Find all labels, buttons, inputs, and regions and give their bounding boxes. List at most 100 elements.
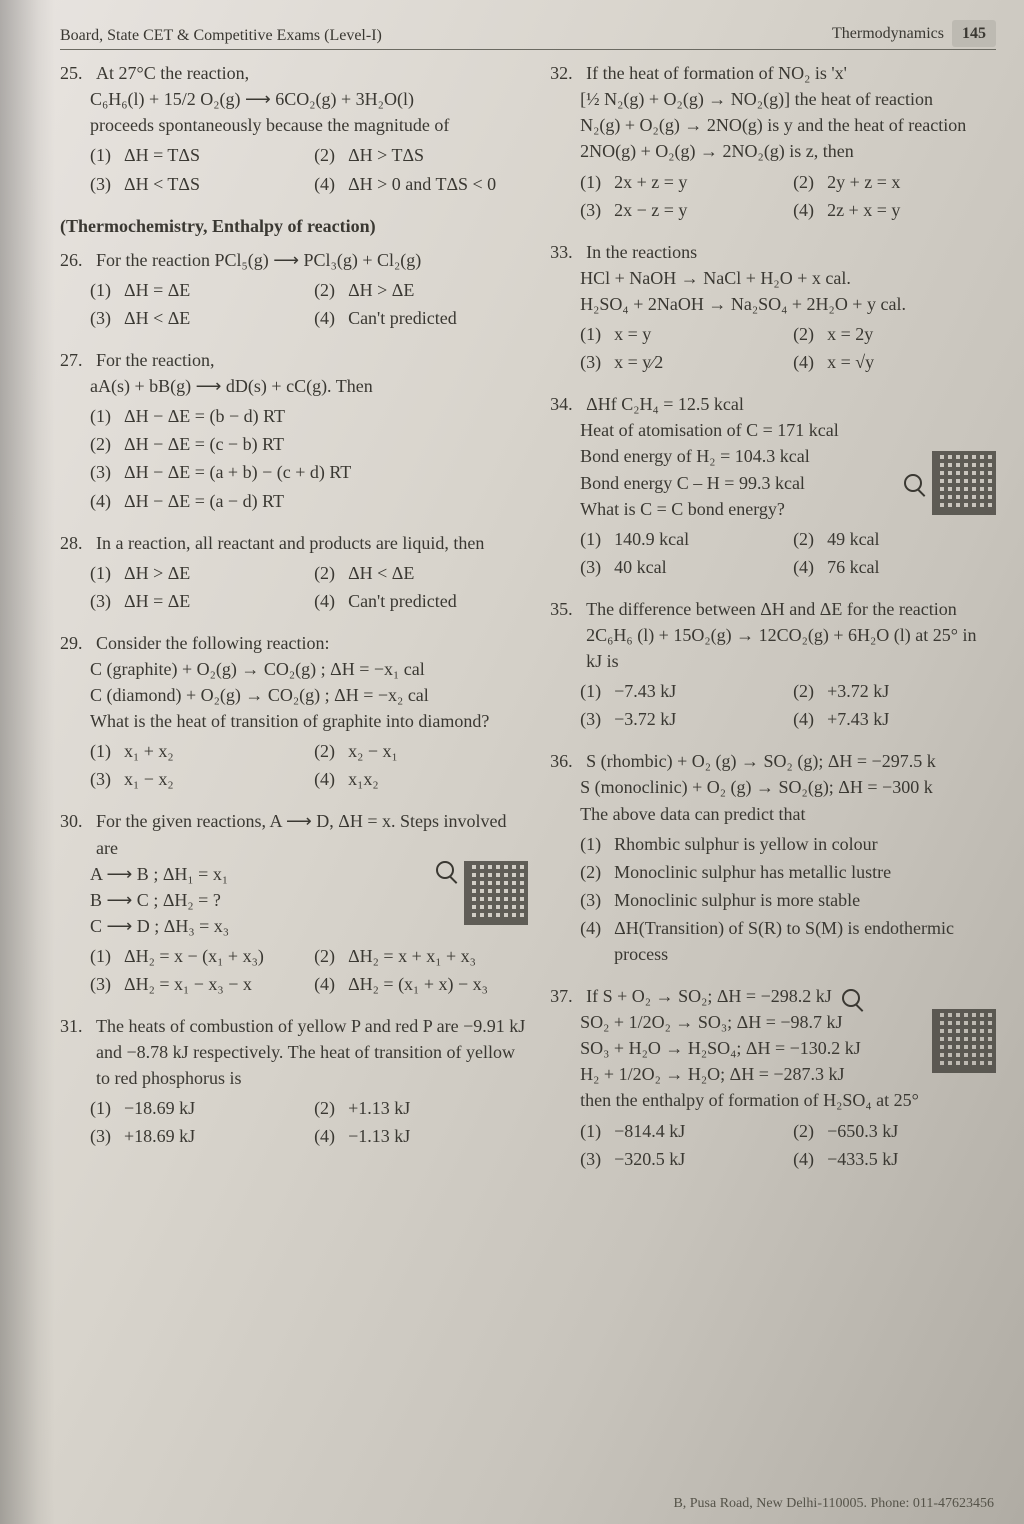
question-27: 27. For the reaction, aA(s) + bB(g) ⟶ dD… <box>60 347 528 514</box>
q-eq-1: HCl + NaOH → NaCl + H₂O + x cal. <box>550 265 996 291</box>
q-stem: At 27°C the reaction, <box>96 60 528 86</box>
q-line-5: then the enthalpy of formation of H₂SO₄ … <box>550 1087 996 1113</box>
q-num: 31. <box>60 1013 88 1091</box>
q-stem-2: What is the heat of transition of graphi… <box>60 708 528 734</box>
opt-3: ΔH − ΔE = (a + b) − (c + d) RT <box>124 459 351 485</box>
opt-2: ΔH₂ = x + x₁ + x₃ <box>348 943 476 969</box>
q-num: 32. <box>550 60 578 86</box>
q-stem: The heats of combustion of yellow P and … <box>96 1013 528 1091</box>
q-eq-2: C (diamond) + O₂(g) → CO₂(g) ; ΔH = −x₂ … <box>60 682 528 708</box>
page-footer: B, Pusa Road, New Delhi-110005. Phone: 0… <box>250 1494 994 1514</box>
opt-3: ΔH = ΔE <box>124 588 190 614</box>
opt-4: ΔH − ΔE = (a − d) RT <box>124 488 284 514</box>
q-step-2: B ⟶ C ; ΔH₂ = ? <box>90 887 436 913</box>
q-step-3: C ⟶ D ; ΔH₃ = x₃ <box>90 913 436 939</box>
qr-code-icon <box>932 451 996 515</box>
q-num: 25. <box>60 60 88 86</box>
qr-code-icon <box>932 1009 996 1073</box>
q-stem: For the reaction, <box>96 347 528 373</box>
q-line-5: What is C = C bond energy? <box>580 496 904 522</box>
opt-4: 76 kcal <box>827 554 879 580</box>
opt-3: ΔH < ΔE <box>124 305 190 331</box>
q-num: 33. <box>550 239 578 265</box>
opt-4: Can't predicted <box>348 588 457 614</box>
q-eq-2: SO₂ + 1/2O₂ → SO₃; ΔH = −98.7 kJ <box>580 1009 922 1035</box>
q-num: 37. <box>550 983 578 1009</box>
chapter-name: Thermodynamics <box>832 22 944 45</box>
q-num: 36. <box>550 748 578 774</box>
q-eq-2: H₂SO₄ + 2NaOH → Na₂SO₄ + 2H₂O + y cal. <box>550 291 996 317</box>
opt-1: −18.69 kJ <box>124 1095 195 1121</box>
opt-3: ΔH₂ = x₁ − x₃ − x <box>124 971 252 997</box>
opt-2: 2y + z = x <box>827 169 900 195</box>
q-num: 26. <box>60 247 88 273</box>
opt-4: ΔH > 0 and TΔS < 0 <box>348 171 496 197</box>
q-num: 28. <box>60 530 88 556</box>
q-line-3: The above data can predict that <box>550 801 996 827</box>
page-number: 145 <box>952 20 996 47</box>
q-step-1: A ⟶ B ; ΔH₁ = x₁ <box>90 861 436 887</box>
opt-3: −320.5 kJ <box>614 1146 685 1172</box>
q-stem: If S + O₂ → SO₂; ΔH = −298.2 kJ <box>586 986 832 1006</box>
q-line-2: Heat of atomisation of C = 171 kcal <box>550 417 996 443</box>
question-34: 34. ΔHf C₂H₄ = 12.5 kcal Heat of atomisa… <box>550 391 996 580</box>
opt-4: ΔH(Transition) of S(R) to S(M) is endoth… <box>614 915 996 967</box>
q-equation: C₆H₆(l) + 15/2 O₂(g) ⟶ 6CO₂(g) + 3H₂O(l) <box>60 86 528 112</box>
q-stem: If the heat of formation of NO₂ is 'x' <box>586 60 996 86</box>
question-26: 26. For the reaction PCl₅(g) ⟶ PCl₃(g) +… <box>60 247 528 331</box>
question-33: 33. In the reactions HCl + NaOH → NaCl +… <box>550 239 996 375</box>
section-heading: (Thermochemistry, Enthalpy of reaction) <box>60 213 528 239</box>
opt-4: −1.13 kJ <box>348 1123 410 1149</box>
opt-3: x = y⁄2 <box>614 349 663 375</box>
magnifier-icon <box>842 989 860 1007</box>
q-eq-3: SO₃ + H₂O → H₂SO₄; ΔH = −130.2 kJ <box>580 1035 922 1061</box>
q-num: 27. <box>60 347 88 373</box>
opt-3: x₁ − x₂ <box>124 766 174 792</box>
opt-1: ΔH − ΔE = (b − d) RT <box>124 403 285 429</box>
q-eq-4: H₂ + 1/2O₂ → H₂O; ΔH = −287.3 kJ <box>580 1061 922 1087</box>
opt-3: Monoclinic sulphur is more stable <box>614 887 860 913</box>
question-32: 32. If the heat of formation of NO₂ is '… <box>550 60 996 223</box>
opt-1: x = y <box>614 321 651 347</box>
opt-2: ΔH > ΔE <box>348 277 414 303</box>
q-line-3: Bond energy of H₂ = 104.3 kcal <box>580 443 904 469</box>
q-stem: For the reaction PCl₅(g) ⟶ PCl₃(g) + Cl₂… <box>96 247 528 273</box>
q-num: 29. <box>60 630 88 656</box>
opt-3: +18.69 kJ <box>124 1123 195 1149</box>
q-equation: aA(s) + bB(g) ⟶ dD(s) + cC(g). Then <box>60 373 528 399</box>
question-25: 25. At 27°C the reaction, C₆H₆(l) + 15/2… <box>60 60 528 196</box>
opt-1: ΔH = TΔS <box>124 142 200 168</box>
opt-3: ΔH < TΔS <box>124 171 200 197</box>
q-num: 30. <box>60 808 88 860</box>
q-num: 34. <box>550 391 578 417</box>
question-35: 35. The difference between ΔH and ΔE for… <box>550 596 996 732</box>
q-stem: S (rhombic) + O₂ (g) → SO₂ (g); ΔH = −29… <box>586 748 996 774</box>
q-stem: For the given reactions, A ⟶ D, ΔH = x. … <box>96 808 528 860</box>
opt-2: x = 2y <box>827 321 873 347</box>
opt-4: Can't predicted <box>348 305 457 331</box>
question-36: 36. S (rhombic) + O₂ (g) → SO₂ (g); ΔH =… <box>550 748 996 967</box>
q-num: 35. <box>550 596 578 674</box>
q-line-4: Bond energy C – H = 99.3 kcal <box>580 470 904 496</box>
opt-1: 140.9 kcal <box>614 526 689 552</box>
page-header: Board, State CET & Competitive Exams (Le… <box>60 20 996 50</box>
magnifier-icon <box>904 474 922 492</box>
qr-code-icon <box>464 861 528 925</box>
opt-3: 40 kcal <box>614 554 666 580</box>
opt-2: ΔH < ΔE <box>348 560 414 586</box>
opt-2: +1.13 kJ <box>348 1095 410 1121</box>
opt-3: −3.72 kJ <box>614 706 676 732</box>
opt-1: x₁ + x₂ <box>124 738 174 764</box>
question-28: 28. In a reaction, all reactant and prod… <box>60 530 528 614</box>
opt-2: ΔH > TΔS <box>348 142 424 168</box>
question-30: 30. For the given reactions, A ⟶ D, ΔH =… <box>60 808 528 997</box>
opt-1: −814.4 kJ <box>614 1118 685 1144</box>
opt-4: 2z + x = y <box>827 197 900 223</box>
q-stem: The difference between ΔH and ΔE for the… <box>586 596 996 674</box>
question-29: 29. Consider the following reaction: C (… <box>60 630 528 793</box>
q-stem: In a reaction, all reactant and products… <box>96 530 528 556</box>
q-stem-2: proceeds spontaneously because the magni… <box>60 112 528 138</box>
q-eq-3: 2NO(g) + O₂(g) → 2NO₂(g) is z, then <box>550 138 996 164</box>
q-eq-1: C (graphite) + O₂(g) → CO₂(g) ; ΔH = −x₁… <box>60 656 528 682</box>
q-stem: In the reactions <box>586 239 996 265</box>
